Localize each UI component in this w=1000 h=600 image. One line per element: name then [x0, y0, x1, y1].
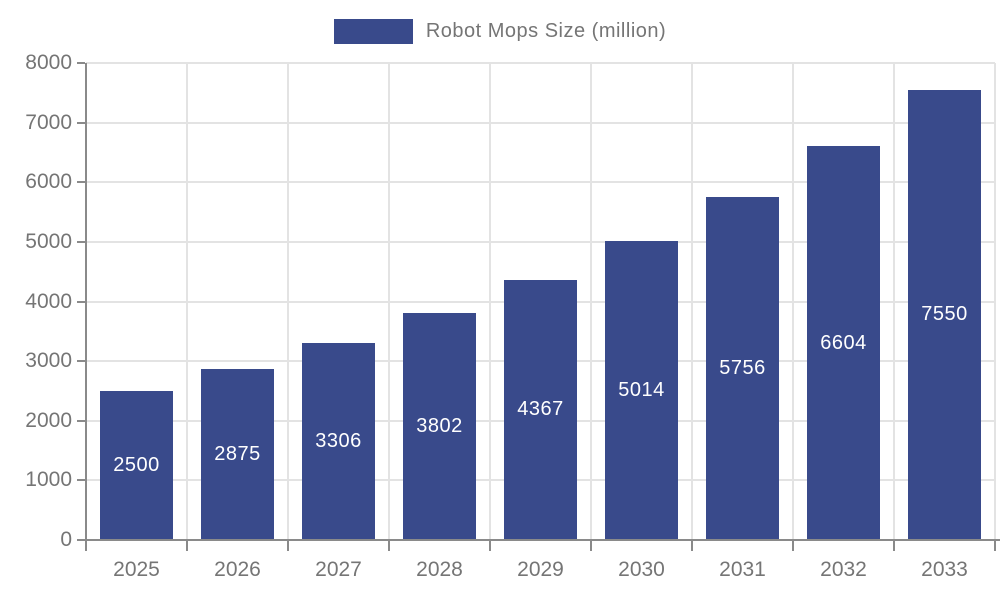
y-axis-label: 7000 — [25, 110, 72, 134]
gridline-vertical — [388, 63, 390, 540]
gridline-vertical — [994, 63, 996, 540]
bar-value-label: 3306 — [315, 429, 362, 452]
x-axis-tick — [489, 541, 491, 551]
gridline-vertical — [287, 63, 289, 540]
x-axis-tick — [893, 541, 895, 551]
gridline-vertical — [590, 63, 592, 540]
x-axis-label: 2031 — [719, 558, 766, 581]
y-axis-tick — [77, 479, 85, 482]
bar-value-label: 2500 — [113, 453, 160, 476]
gridline-horizontal — [86, 62, 995, 64]
bar-2028: 3802 — [403, 313, 476, 540]
x-axis-label: 2029 — [517, 558, 564, 581]
bar-value-label: 4367 — [517, 398, 564, 421]
legend-swatch-icon — [333, 18, 413, 44]
y-axis-label: 1000 — [25, 468, 72, 492]
gridline-vertical — [186, 63, 188, 540]
y-axis-tick — [77, 240, 85, 243]
x-axis-tick — [287, 541, 289, 551]
gridline-horizontal — [86, 121, 995, 124]
x-axis-label: 2033 — [921, 558, 968, 581]
legend-item[interactable]: Robot Mops Size (million) — [333, 18, 667, 44]
bar-value-label: 5756 — [719, 356, 766, 379]
x-axis-labels: 2025 2026 2027 2028 2029 2030 2031 2032 2033 — [86, 558, 995, 586]
y-axis-tick — [77, 300, 85, 303]
bar-value-label: 2875 — [214, 442, 261, 465]
x-axis-tick — [691, 541, 693, 551]
x-axis-tick — [590, 541, 592, 551]
x-axis-tick — [186, 541, 188, 551]
bar-value-label: 6604 — [820, 331, 867, 354]
y-axis-tick — [77, 419, 85, 422]
gridline-horizontal — [86, 240, 995, 243]
y-axis-tick — [77, 360, 85, 363]
y-axis-label: 2000 — [25, 408, 72, 432]
gridline-horizontal — [86, 181, 995, 184]
legend-label: Robot Mops Size (million) — [425, 19, 667, 42]
x-axis-tick — [85, 541, 87, 551]
y-axis-label: 3000 — [25, 349, 72, 373]
bar-2027: 3306 — [302, 342, 375, 540]
y-axis-line — [85, 63, 87, 540]
bar-2026: 2875 — [201, 368, 274, 540]
x-axis-label: 2025 — [113, 558, 160, 581]
legend: Robot Mops Size (million) — [0, 16, 1000, 46]
gridline-vertical — [893, 63, 895, 540]
x-axis-label: 2027 — [315, 558, 362, 581]
y-axis-label: 8000 — [25, 51, 72, 74]
x-axis-tick — [994, 541, 996, 551]
bar-2031: 5756 — [706, 196, 779, 540]
x-axis-label: 2030 — [618, 558, 665, 581]
bar-2029: 4367 — [504, 279, 577, 540]
bar-2030: 5014 — [605, 241, 678, 540]
y-axis-tick — [77, 539, 85, 541]
y-axis-tick — [77, 121, 85, 124]
y-axis-label: 4000 — [25, 289, 72, 313]
gridline-vertical — [792, 63, 794, 540]
x-axis-line — [84, 539, 1000, 541]
gridline-vertical — [691, 63, 693, 540]
y-axis-tick — [77, 62, 85, 64]
y-axis-label: 0 — [60, 528, 72, 551]
x-axis-tick — [792, 541, 794, 551]
y-axis-label: 6000 — [25, 170, 72, 194]
plot-area: 2500 2875 3306 3802 4367 5014 5756 6604 7550 — [77, 62, 1000, 551]
bar-2032: 6604 — [807, 146, 880, 540]
y-axis-label: 5000 — [25, 229, 72, 253]
bar-value-label: 7550 — [921, 303, 968, 326]
bar-value-label: 3802 — [416, 415, 463, 438]
bar-value-label: 5014 — [618, 379, 665, 402]
y-axis-labels: 0 1000 2000 3000 4000 5000 6000 7000 8000 — [0, 51, 72, 551]
bar-2025: 2500 — [100, 390, 173, 540]
gridline-vertical — [489, 63, 491, 540]
x-axis-label: 2028 — [416, 558, 463, 581]
x-axis-tick — [388, 541, 390, 551]
x-axis-label: 2026 — [214, 558, 261, 581]
x-axis-label: 2032 — [820, 558, 867, 581]
y-axis-tick — [77, 181, 85, 184]
bar-2033: 7550 — [908, 89, 981, 540]
